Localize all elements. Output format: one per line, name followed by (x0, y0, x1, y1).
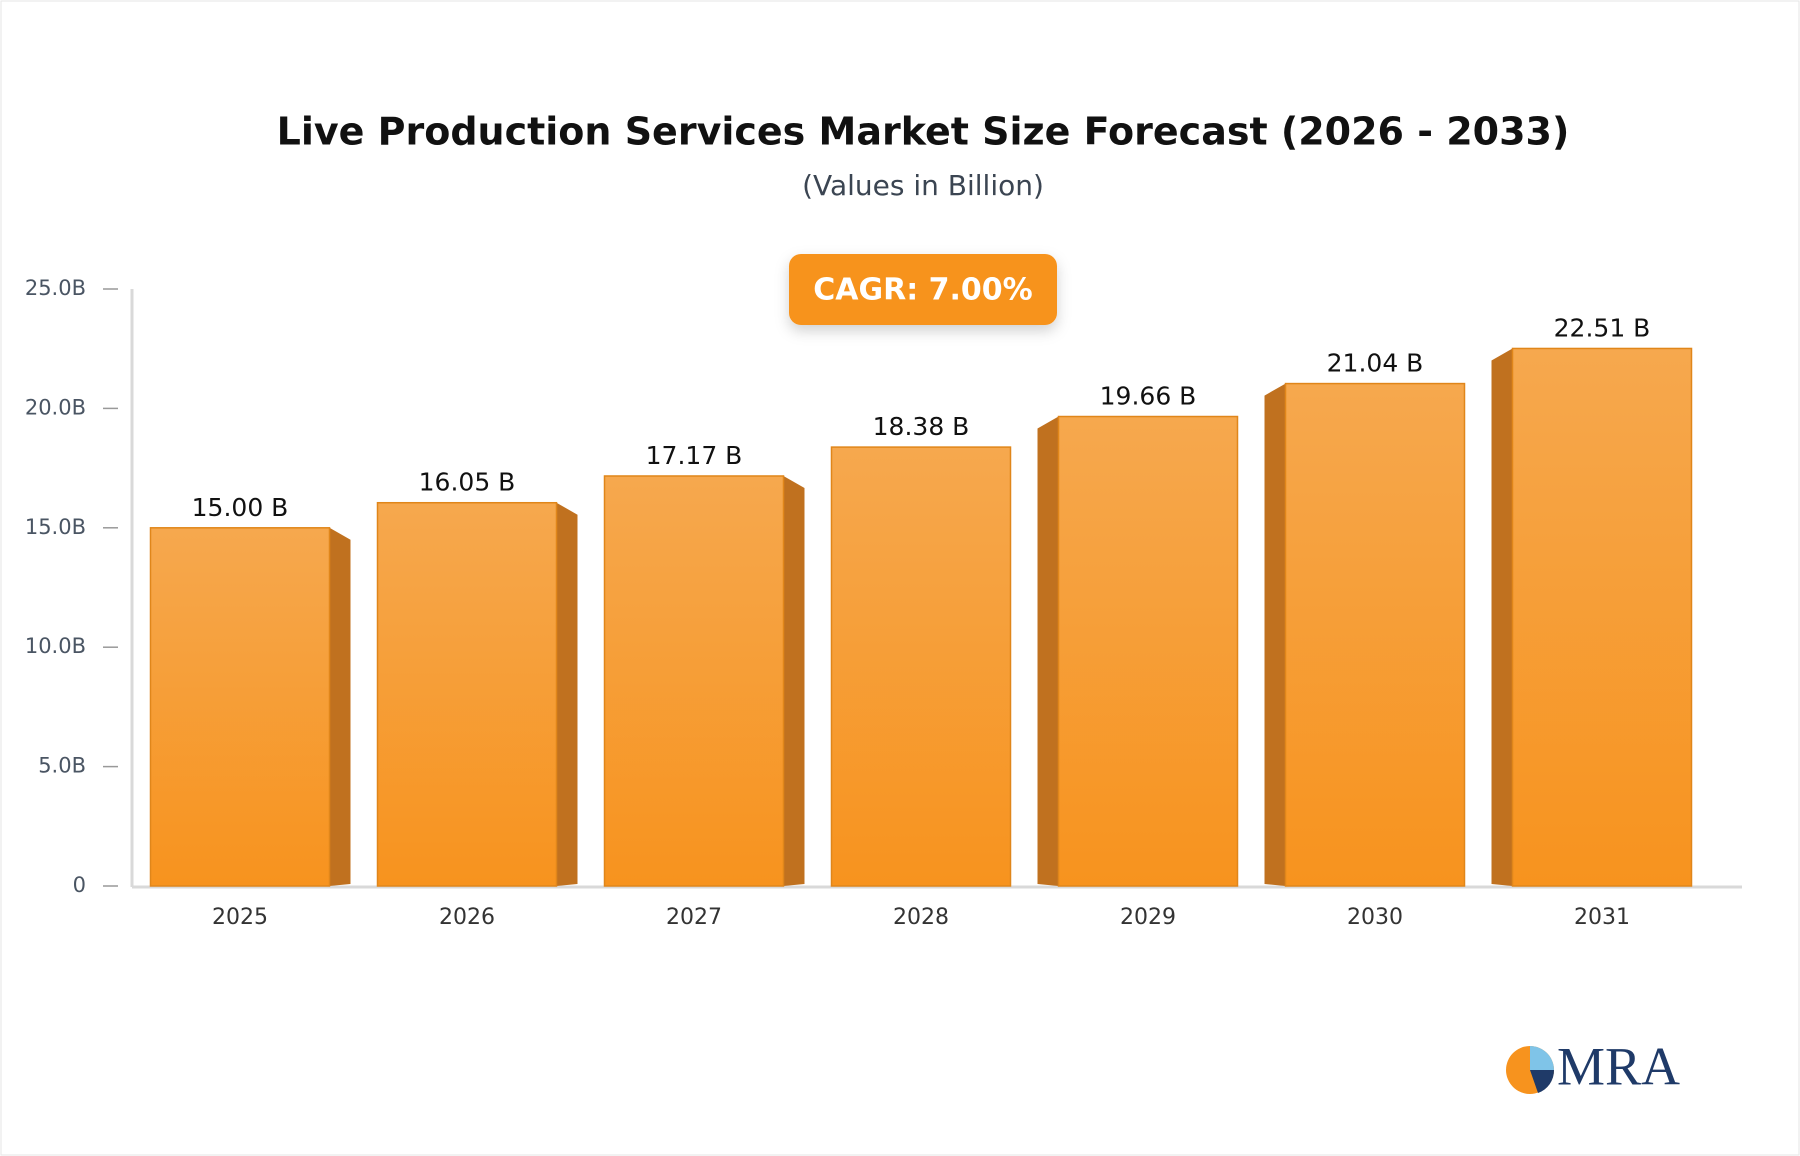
y-tick-label: 20.0B (25, 395, 86, 419)
logo: MRA (1506, 1036, 1680, 1096)
bar (603, 475, 785, 887)
bar (376, 501, 558, 887)
y-tick-label: 0 (73, 873, 86, 897)
y-tick-label: 5.0B (38, 754, 86, 778)
bar (149, 527, 331, 887)
value-label: 22.51 B (1554, 313, 1651, 342)
x-tick-label: 2028 (893, 905, 949, 930)
cagr-badge (789, 254, 1057, 325)
bar (1284, 382, 1466, 887)
x-tick-label: 2031 (1574, 905, 1630, 930)
bar-side (329, 527, 351, 886)
bar (1511, 347, 1693, 887)
x-tick-label: 2026 (439, 905, 495, 930)
bar-side (1264, 383, 1286, 886)
y-tick-label: 15.0B (25, 515, 86, 539)
bar-side (1037, 416, 1059, 886)
value-label: 17.17 B (646, 441, 743, 470)
bar-side (1491, 348, 1513, 887)
value-label: 18.38 B (873, 412, 970, 441)
bar (1057, 415, 1239, 887)
x-tick-label: 2027 (666, 905, 722, 930)
x-tick-label: 2029 (1120, 905, 1176, 930)
value-label: 19.66 B (1100, 382, 1197, 411)
value-label: 15.00 B (192, 493, 289, 522)
logo-text: MRA (1557, 1036, 1680, 1096)
bar-side (783, 475, 805, 886)
logo-icon-slice (1530, 1070, 1555, 1093)
value-label: 16.05 B (419, 468, 516, 497)
x-tick-label: 2025 (212, 905, 268, 930)
y-tick-label: 25.0B (25, 276, 86, 300)
x-tick-label: 2030 (1347, 905, 1403, 930)
value-label: 21.04 B (1327, 349, 1424, 378)
y-tick-label: 10.0B (25, 634, 86, 658)
bar (830, 446, 1012, 887)
bar-side (556, 502, 578, 886)
chart-subtitle: (Values in Billion) (802, 169, 1044, 202)
cagr-text: CAGR: 7.00% (813, 273, 1032, 308)
chart-title: Live Production Services Market Size For… (277, 110, 1570, 154)
logo-icon-slice (1530, 1046, 1554, 1070)
